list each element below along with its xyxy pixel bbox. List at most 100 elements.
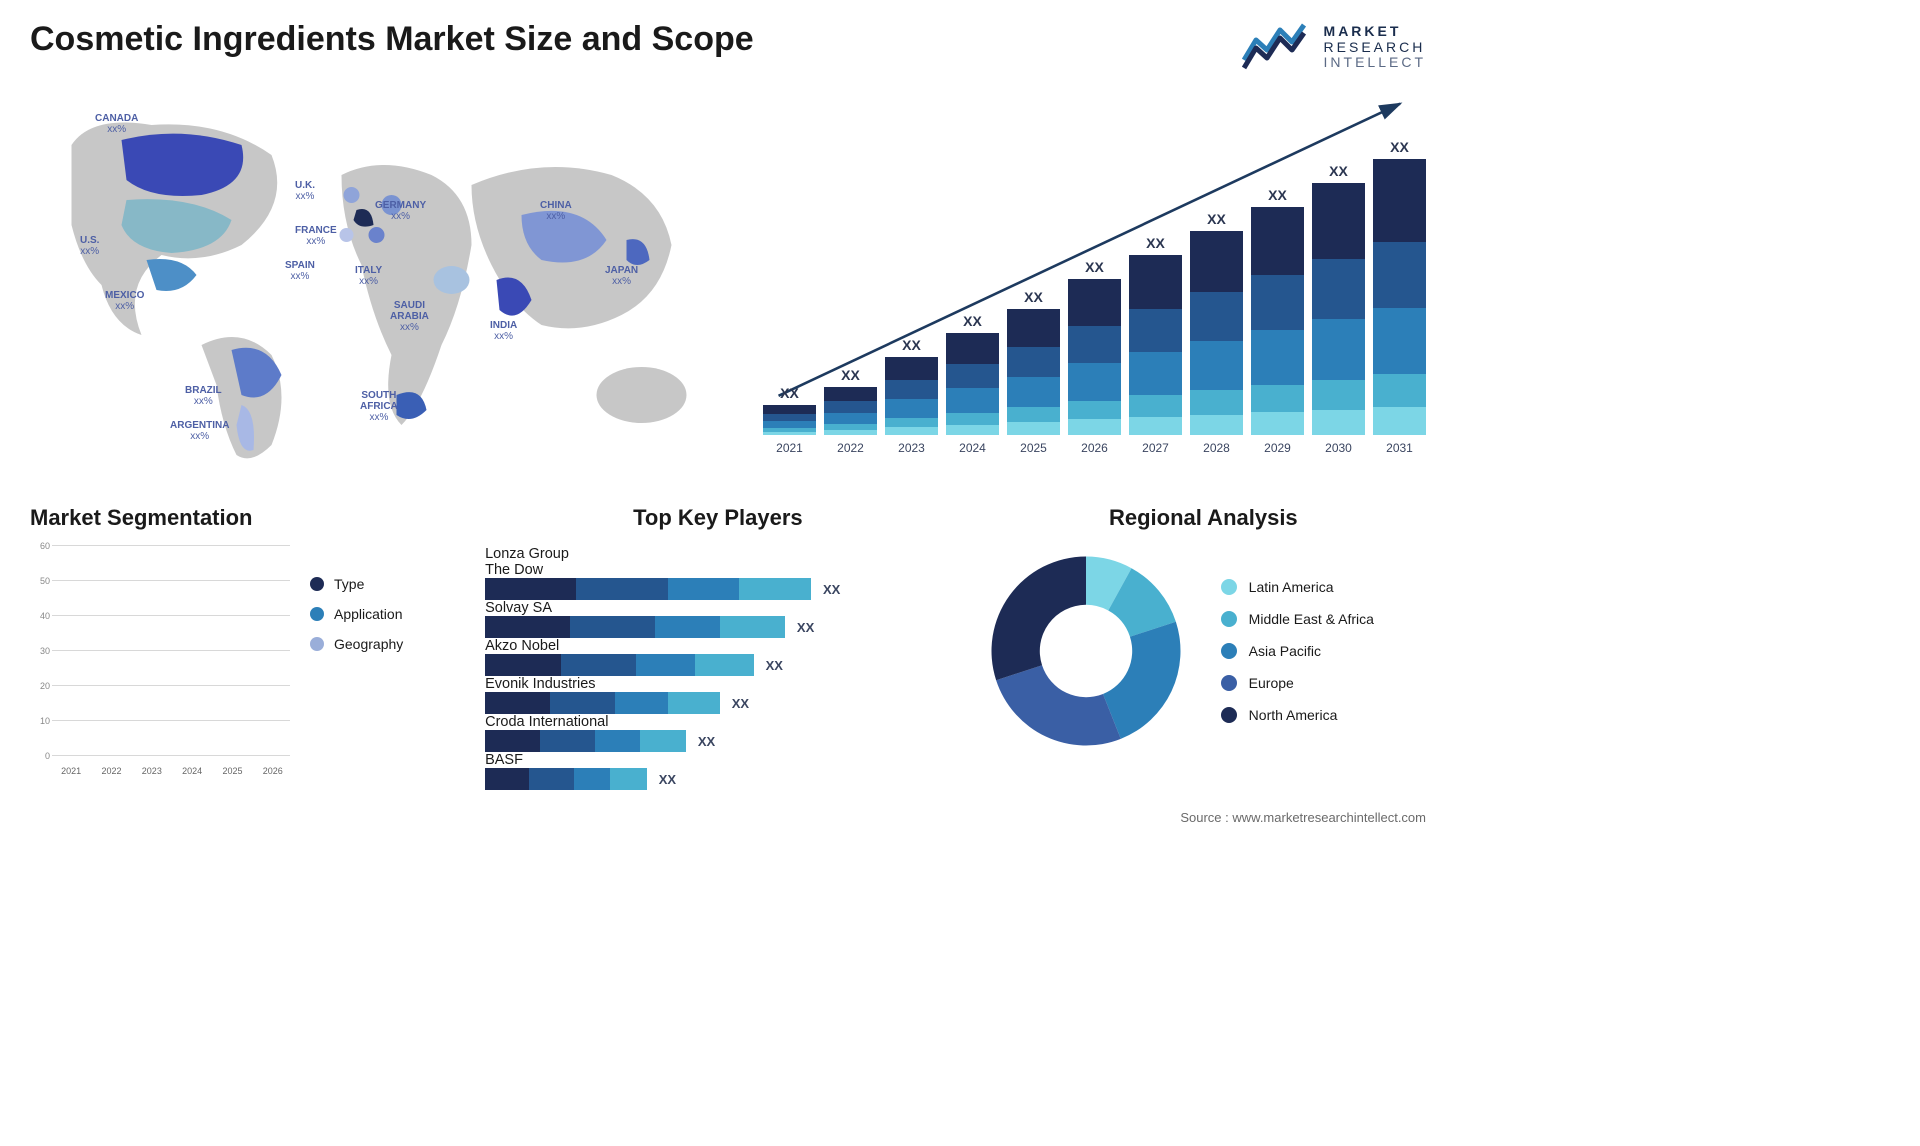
legend-label: Geography (334, 636, 403, 652)
key-player-value: XX (659, 772, 676, 787)
growth-bar-value: XX (841, 367, 860, 383)
regional-legend-item: Asia Pacific (1221, 643, 1374, 659)
legend-label: North America (1249, 707, 1338, 723)
world-map-panel: CANADAxx%U.S.xx%MEXICOxx%BRAZILxx%ARGENT… (30, 85, 733, 475)
donut-slice (991, 557, 1086, 681)
growth-x-label: 2028 (1190, 441, 1243, 455)
key-player-value: XX (797, 620, 814, 635)
legend-label: Asia Pacific (1249, 643, 1321, 659)
map-country-label: ARGENTINAxx% (170, 420, 229, 442)
seg-x-label: 2026 (256, 766, 290, 776)
legend-dot-icon (1221, 643, 1237, 659)
growth-bar: XX (824, 367, 877, 435)
logo-text-3: INTELLECT (1324, 55, 1426, 70)
seg-legend-item: Type (310, 576, 403, 592)
growth-x-label: 2030 (1312, 441, 1365, 455)
key-player-row: BASF XX (485, 752, 951, 790)
map-country-label: SPAINxx% (285, 260, 315, 282)
growth-bar-value: XX (963, 313, 982, 329)
key-player-name: BASF (485, 752, 650, 768)
seg-y-tick: 40 (40, 611, 50, 621)
map-country-label: SAUDIARABIAxx% (390, 300, 429, 333)
legend-label: Latin America (1249, 579, 1334, 595)
key-player-name: Solvay SA (485, 600, 650, 616)
key-player-row: Evonik IndustriesXX (485, 676, 951, 714)
logo-mark-icon (1242, 20, 1312, 75)
seg-legend-item: Application (310, 606, 403, 622)
seg-x-label: 2025 (215, 766, 249, 776)
map-country-label: INDIAxx% (490, 320, 517, 342)
legend-label: Type (334, 576, 364, 592)
seg-x-label: 2024 (175, 766, 209, 776)
legend-dot-icon (1221, 707, 1237, 723)
regional-title: Regional Analysis (981, 505, 1426, 531)
key-player-name: Lonza Group (485, 546, 650, 562)
segmentation-title: Market Segmentation (30, 505, 455, 531)
growth-bar: XX (1373, 139, 1426, 435)
key-players-title: Top Key Players (485, 505, 951, 531)
map-country-label: CHINAxx% (540, 200, 572, 222)
map-country-label: CANADAxx% (95, 113, 138, 135)
key-player-row: The Dow XX (485, 562, 951, 600)
seg-x-label: 2023 (135, 766, 169, 776)
growth-bar-value: XX (1085, 259, 1104, 275)
segmentation-chart: 0102030405060 202120222023202420252026 (30, 546, 290, 776)
regional-legend-item: North America (1221, 707, 1374, 723)
map-country-label: SOUTHAFRICAxx% (360, 390, 398, 423)
growth-chart-panel: XXXXXXXXXXXXXXXXXXXXXX 20212022202320242… (763, 85, 1426, 475)
seg-y-tick: 10 (40, 716, 50, 726)
growth-x-label: 2023 (885, 441, 938, 455)
seg-legend-item: Geography (310, 636, 403, 652)
key-player-row: Solvay SA XX (485, 600, 951, 638)
key-player-value: XX (823, 582, 840, 597)
map-country-label: JAPANxx% (605, 265, 638, 287)
growth-x-label: 2021 (763, 441, 816, 455)
key-player-value: XX (766, 658, 783, 673)
legend-dot-icon (310, 577, 324, 591)
legend-dot-icon (1221, 675, 1237, 691)
key-player-name: The Dow (485, 562, 650, 578)
legend-dot-icon (310, 607, 324, 621)
growth-bar-value: XX (1146, 235, 1165, 251)
map-country-label: ITALYxx% (355, 265, 382, 287)
growth-bar: XX (763, 385, 816, 435)
key-player-name: Akzo Nobel (485, 638, 650, 654)
growth-bar-value: XX (902, 337, 921, 353)
growth-bar-value: XX (1207, 211, 1226, 227)
growth-x-label: 2026 (1068, 441, 1121, 455)
growth-bar: XX (885, 337, 938, 435)
seg-y-tick: 50 (40, 576, 50, 586)
growth-x-label: 2024 (946, 441, 999, 455)
key-player-name: Croda International (485, 714, 650, 730)
growth-bar: XX (1068, 259, 1121, 435)
brand-logo: MARKET RESEARCH INTELLECT (1242, 20, 1426, 75)
map-country-label: BRAZILxx% (185, 385, 222, 407)
donut-slice (996, 665, 1121, 745)
seg-y-tick: 60 (40, 541, 50, 551)
key-player-name: Evonik Industries (485, 676, 650, 692)
key-player-row: Akzo Nobel XX (485, 638, 951, 676)
legend-label: Middle East & Africa (1249, 611, 1374, 627)
legend-dot-icon (1221, 579, 1237, 595)
growth-x-label: 2031 (1373, 441, 1426, 455)
growth-bar: XX (1190, 211, 1243, 435)
regional-legend-item: Europe (1221, 675, 1374, 691)
legend-label: Europe (1249, 675, 1294, 691)
map-country-label: U.K.xx% (295, 180, 315, 202)
seg-x-label: 2021 (54, 766, 88, 776)
regional-legend-item: Latin America (1221, 579, 1374, 595)
logo-text-2: RESEARCH (1324, 40, 1426, 55)
legend-dot-icon (310, 637, 324, 651)
regional-donut-chart (981, 546, 1191, 756)
key-player-value: XX (698, 734, 715, 749)
growth-bar-value: XX (1024, 289, 1043, 305)
legend-dot-icon (1221, 611, 1237, 627)
legend-label: Application (334, 606, 403, 622)
growth-bar-value: XX (1268, 187, 1287, 203)
seg-y-tick: 0 (45, 751, 50, 761)
growth-bar: XX (1312, 163, 1365, 435)
logo-text-1: MARKET (1324, 24, 1426, 39)
source-attribution: Source : www.marketresearchintellect.com (30, 810, 1426, 825)
growth-bar-value: XX (1329, 163, 1348, 179)
growth-x-label: 2027 (1129, 441, 1182, 455)
